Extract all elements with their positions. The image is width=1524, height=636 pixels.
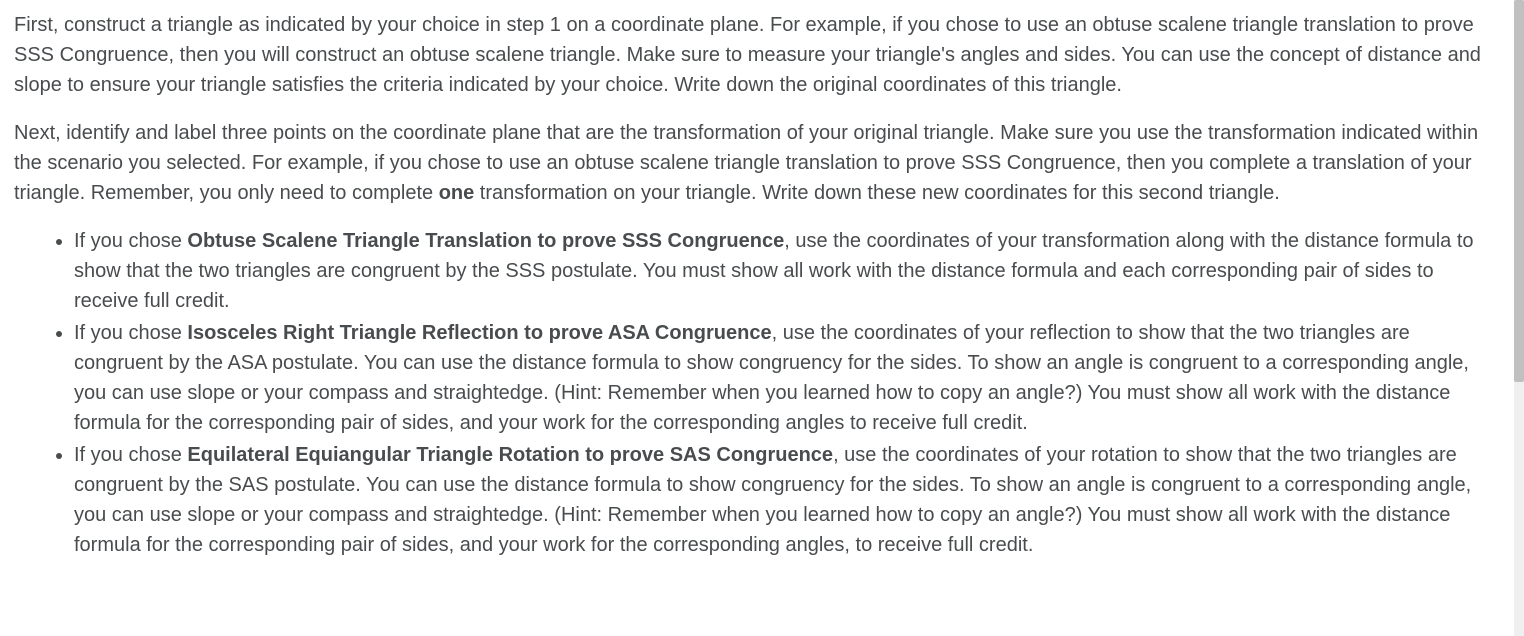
bullet-lead: If you chose: [74, 444, 187, 466]
instruction-bullet-list: If you chose Obtuse Scalene Triangle Tra…: [14, 226, 1510, 560]
instruction-paragraph-2: Next, identify and label three points on…: [14, 118, 1510, 208]
paragraph-2-run-2: transformation on your triangle. Write d…: [474, 182, 1280, 204]
bullet-lead: If you chose: [74, 230, 187, 252]
paragraph-2-bold: one: [439, 182, 475, 204]
scrollbar-thumb[interactable]: [1514, 0, 1524, 382]
instruction-paragraph-1: First, construct a triangle as indicated…: [14, 10, 1510, 100]
bullet-lead: If you chose: [74, 322, 187, 344]
scrollbar-track[interactable]: [1514, 0, 1524, 636]
list-item: If you chose Isosceles Right Triangle Re…: [74, 318, 1510, 438]
bullet-bold: Isosceles Right Triangle Reflection to p…: [187, 322, 771, 344]
list-item: If you chose Equilateral Equiangular Tri…: [74, 440, 1510, 560]
bullet-bold: Obtuse Scalene Triangle Translation to p…: [187, 230, 784, 252]
bullet-bold: Equilateral Equiangular Triangle Rotatio…: [187, 444, 833, 466]
list-item: If you chose Obtuse Scalene Triangle Tra…: [74, 226, 1510, 316]
